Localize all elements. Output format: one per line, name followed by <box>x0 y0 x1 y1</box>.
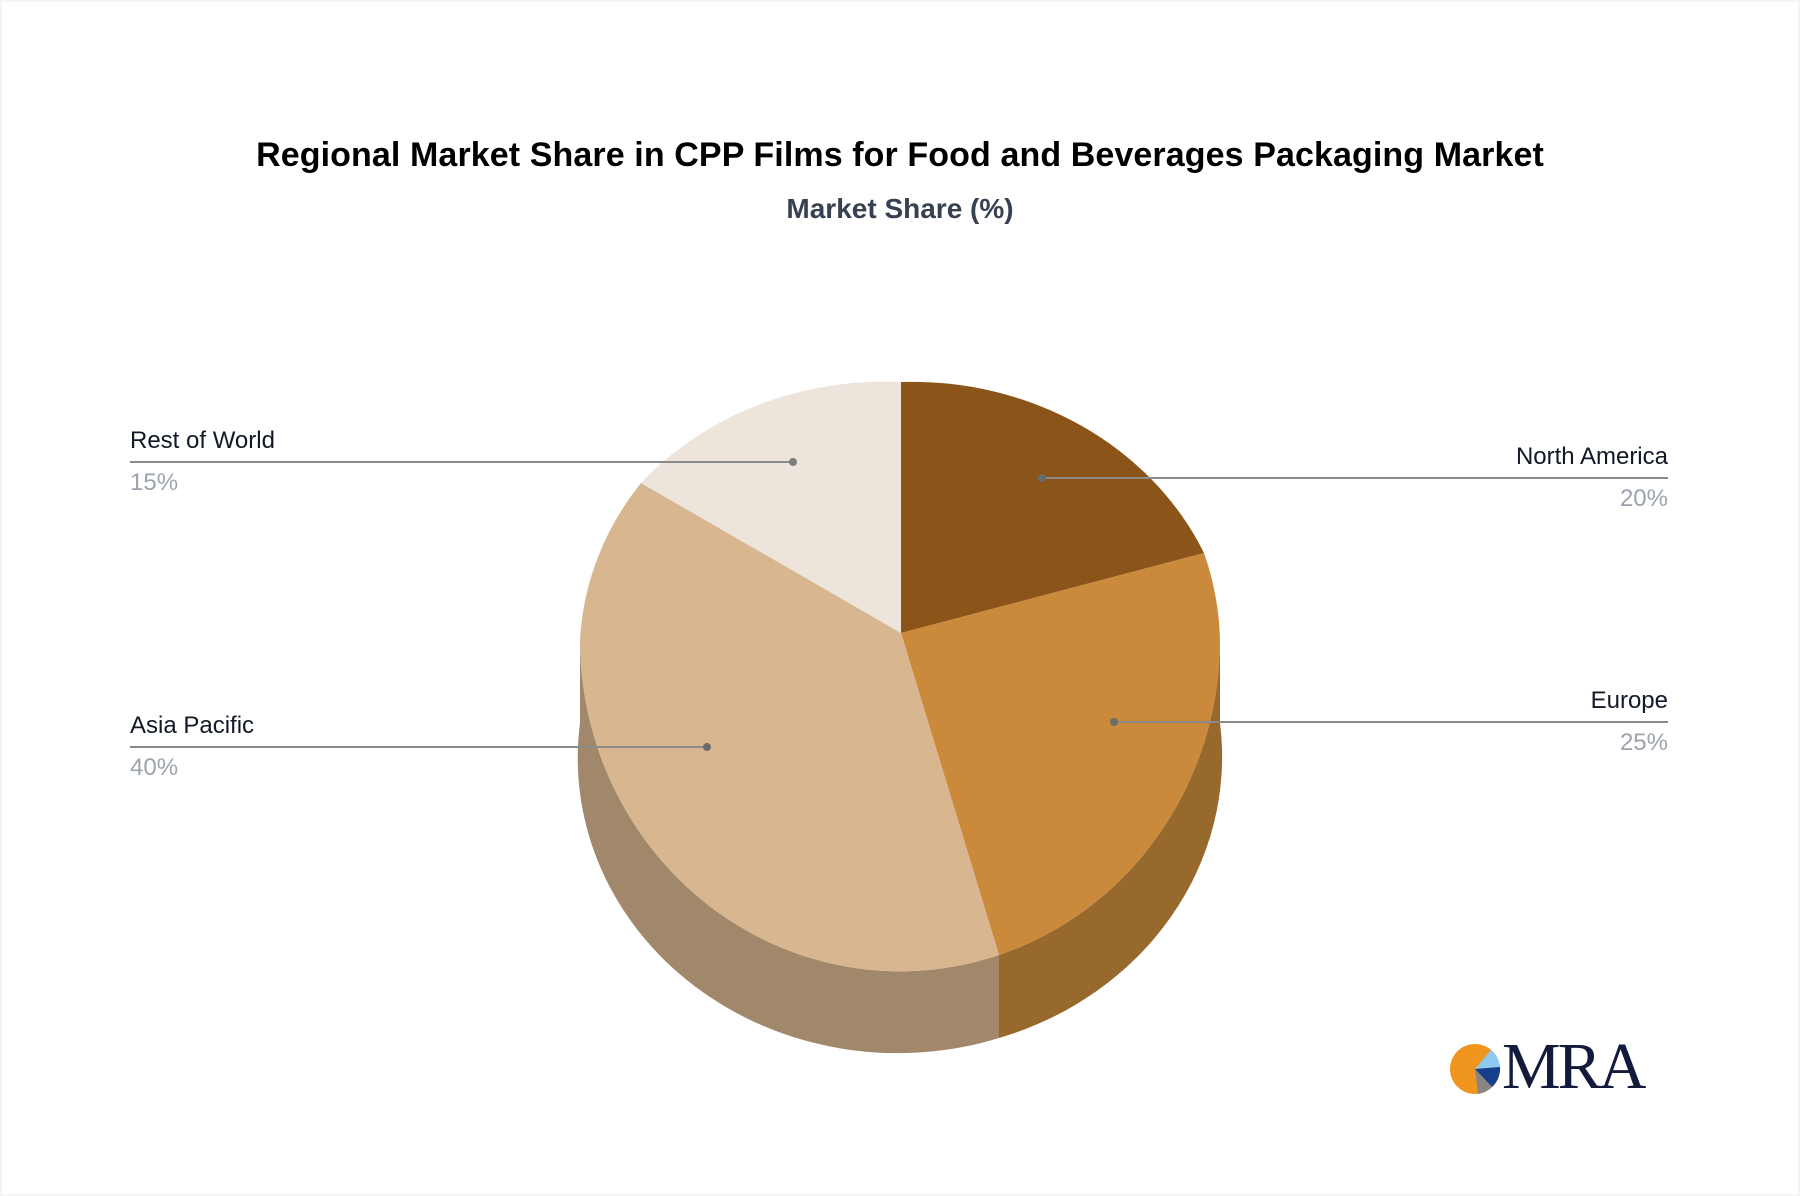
leader-dot-north-america <box>1038 474 1046 482</box>
leader-dot-asia-pacific <box>703 743 711 751</box>
slice-side-asia-pacific <box>577 640 999 1054</box>
label-europe: Europe <box>1590 687 1668 714</box>
pie-logo-icon <box>1450 1044 1501 1094</box>
leader-lines <box>130 458 1668 751</box>
slice-side-europe <box>999 640 1223 1038</box>
pie-top <box>580 381 1220 972</box>
pie-side <box>577 640 1223 1054</box>
label-rest-of-world: Rest of World <box>130 427 275 454</box>
value-asia-pacific: 40% <box>130 754 179 781</box>
value-north-america: 20% <box>1619 485 1668 512</box>
slice-north-america[interactable] <box>901 381 1204 633</box>
logo-text: MRA <box>1502 1030 1646 1103</box>
slice-rest-of-world[interactable] <box>641 381 901 633</box>
leader-dot-rest-of-world <box>789 458 797 466</box>
leader-dot-europe <box>1110 718 1118 726</box>
label-north-america: North America <box>1515 443 1668 470</box>
chart-subtitle: Market Share (%) <box>786 193 1014 224</box>
slice-europe[interactable] <box>901 553 1220 955</box>
label-asia-pacific: Asia Pacific <box>130 712 255 739</box>
chart-title: Regional Market Share in CPP Films for F… <box>256 136 1544 174</box>
value-europe: 25% <box>1619 729 1668 756</box>
slice-asia-pacific[interactable] <box>580 483 999 972</box>
value-rest-of-world: 15% <box>130 469 179 496</box>
